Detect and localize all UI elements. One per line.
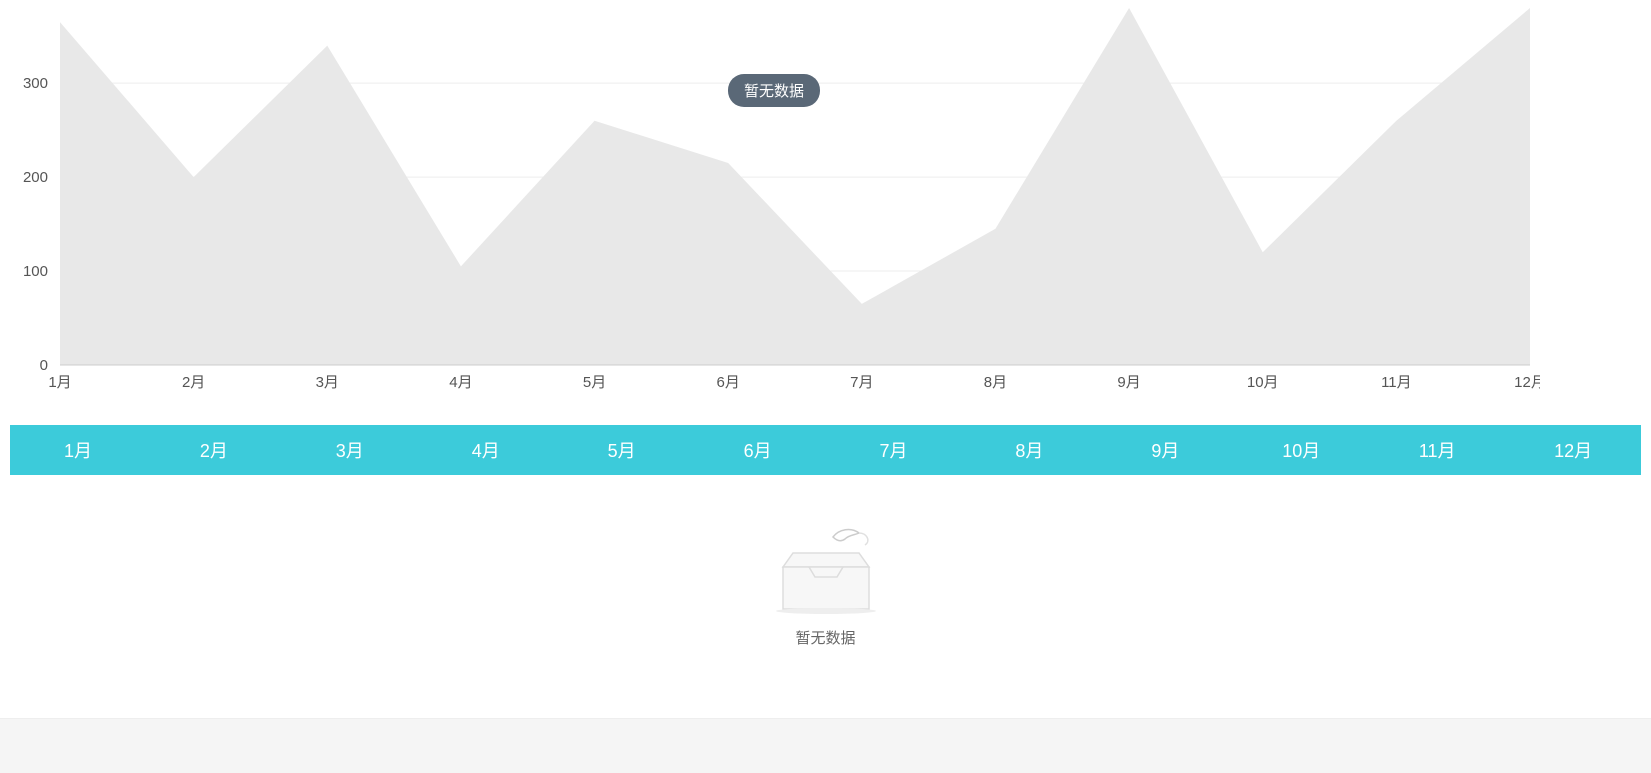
svg-text:10月: 10月: [1247, 374, 1279, 391]
tooltip-text: 暂无数据: [744, 83, 804, 100]
bottom-spacer: [0, 718, 1651, 738]
svg-text:8月: 8月: [984, 374, 1007, 391]
svg-text:2月: 2月: [182, 374, 205, 391]
month-tab-2[interactable]: 2月: [146, 425, 282, 475]
chart-canvas: 0 100 200 300 1月 2月 3月 4月 5月 6月 7月 8月 9月 10月 11月 12月: [0, 0, 1540, 395]
empty-state-label: 暂无数据: [795, 627, 855, 648]
empty-box-icon: [771, 515, 881, 615]
month-tab-3[interactable]: 3月: [282, 425, 418, 475]
svg-text:9月: 9月: [1117, 374, 1140, 391]
svg-text:4月: 4月: [449, 374, 472, 391]
page-root: 01002003001月2月3月4月5月6月7月8月9月10月11月12月 暂无…: [0, 0, 1651, 738]
month-tab-10[interactable]: 10月: [1233, 425, 1369, 475]
svg-text:1月: 1月: [48, 374, 71, 391]
svg-text:5月: 5月: [583, 374, 606, 391]
svg-text:300: 300: [23, 75, 48, 92]
svg-text:12月: 12月: [1514, 374, 1540, 391]
chart-tooltip: 暂无数据: [728, 74, 820, 107]
month-tab-8[interactable]: 8月: [961, 425, 1097, 475]
svg-text:100: 100: [23, 263, 48, 280]
month-tab-9[interactable]: 9月: [1097, 425, 1233, 475]
svg-text:200: 200: [23, 169, 48, 186]
month-tab-12[interactable]: 12月: [1505, 425, 1641, 475]
month-tab-bar: 1月2月3月4月5月6月7月8月9月10月11月12月: [10, 425, 1641, 475]
svg-text:11月: 11月: [1381, 374, 1412, 391]
month-tab-5[interactable]: 5月: [554, 425, 690, 475]
month-tab-1[interactable]: 1月: [10, 425, 146, 475]
empty-state: 暂无数据: [0, 475, 1651, 708]
svg-text:0: 0: [40, 357, 48, 374]
area-chart: 0 100 200 300 1月 2月 3月 4月 5月 6月 7月 8月 9月 10月 11月 12月 暂无…: [0, 0, 1651, 400]
month-tab-7[interactable]: 7月: [826, 425, 962, 475]
svg-text:6月: 6月: [717, 374, 740, 391]
svg-text:7月: 7月: [850, 374, 873, 391]
svg-text:3月: 3月: [316, 374, 339, 391]
month-tab-4[interactable]: 4月: [418, 425, 554, 475]
month-tab-11[interactable]: 11月: [1369, 425, 1505, 475]
month-tab-6[interactable]: 6月: [690, 425, 826, 475]
